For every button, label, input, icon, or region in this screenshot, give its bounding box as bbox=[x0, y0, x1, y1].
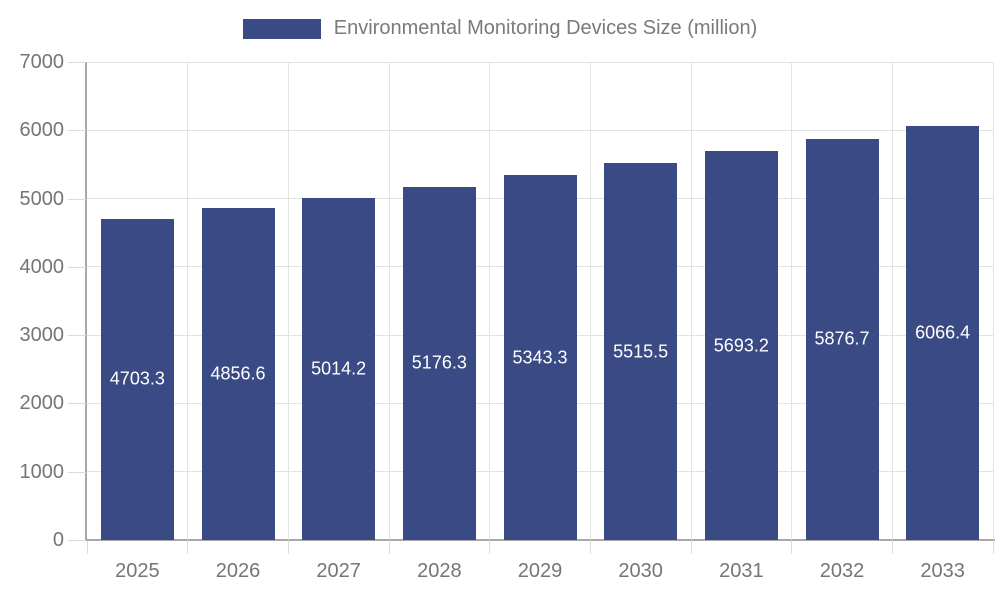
x-axis-label: 2027 bbox=[316, 560, 361, 582]
y-axis-label: 5000 bbox=[19, 187, 65, 210]
legend-label: Environmental Monitoring Devices Size (m… bbox=[333, 17, 758, 39]
plot-area: 4703.3 4856.6 5014.2 5176.3 5343.3 5515.5 5693… bbox=[87, 61, 994, 540]
y-tick bbox=[68, 62, 86, 63]
legend[interactable]: Environmental Monitoring Devices Size (m… bbox=[0, 17, 1000, 40]
x-tick bbox=[992, 541, 994, 554]
bar[interactable]: 5515.5 bbox=[604, 163, 678, 540]
bar-value-label: 5876.7 bbox=[814, 328, 870, 349]
y-tick bbox=[68, 266, 86, 268]
x-tick bbox=[86, 541, 88, 554]
bar-value-label: 6066.4 bbox=[915, 322, 971, 343]
bar[interactable]: 5693.2 bbox=[704, 151, 778, 540]
bar-value-label: 4703.3 bbox=[109, 368, 165, 389]
y-tick bbox=[68, 471, 86, 473]
bar[interactable]: 5176.3 bbox=[402, 186, 476, 540]
y-axis-label: 7000 bbox=[19, 51, 65, 73]
y-tick bbox=[68, 130, 86, 132]
y-axis-label: 4000 bbox=[19, 255, 65, 278]
bar[interactable]: 4856.6 bbox=[201, 208, 275, 540]
bar[interactable]: 6066.4 bbox=[906, 125, 980, 540]
v-gridline bbox=[992, 62, 994, 540]
bar-value-label: 5343.3 bbox=[512, 347, 568, 368]
x-axis-label: 2029 bbox=[517, 560, 563, 582]
v-gridline bbox=[489, 62, 491, 540]
x-axis-line bbox=[85, 539, 995, 541]
y-axis-label: 3000 bbox=[19, 324, 65, 347]
y-axis-label: 6000 bbox=[19, 119, 65, 142]
y-tick bbox=[68, 540, 86, 541]
bar-value-label: 4856.6 bbox=[210, 363, 266, 384]
x-axis-label: 2031 bbox=[719, 560, 764, 582]
bar-value-label: 5014.2 bbox=[311, 358, 367, 379]
bar[interactable]: 4703.3 bbox=[100, 218, 174, 540]
v-gridline bbox=[690, 62, 692, 540]
x-tick bbox=[891, 541, 893, 554]
v-gridline bbox=[287, 62, 289, 540]
x-axis-label: 2025 bbox=[115, 560, 160, 582]
bar-value-label: 5176.3 bbox=[411, 352, 467, 373]
y-axis-label: 0 bbox=[52, 529, 64, 551]
x-tick bbox=[690, 541, 692, 554]
v-gridline bbox=[589, 62, 591, 540]
y-tick bbox=[68, 403, 86, 405]
h-gridline bbox=[87, 129, 993, 131]
bar-value-label: 5515.5 bbox=[613, 341, 669, 362]
x-axis-label: 2032 bbox=[819, 560, 865, 582]
x-tick bbox=[489, 541, 491, 554]
v-gridline bbox=[388, 62, 390, 540]
y-tick bbox=[68, 198, 86, 200]
bar-value-label: 5693.2 bbox=[713, 335, 769, 356]
x-tick bbox=[388, 541, 390, 554]
bar[interactable]: 5876.7 bbox=[805, 138, 879, 540]
v-gridline bbox=[187, 62, 189, 540]
x-axis-label: 2028 bbox=[417, 560, 462, 582]
y-axis-label: 2000 bbox=[19, 392, 65, 415]
x-tick bbox=[187, 541, 189, 554]
v-gridline bbox=[891, 62, 893, 540]
y-axis-label: 1000 bbox=[19, 460, 65, 483]
bar[interactable]: 5014.2 bbox=[302, 197, 376, 540]
x-axis-label: 2033 bbox=[920, 560, 965, 582]
x-tick bbox=[589, 541, 591, 554]
y-tick bbox=[68, 335, 86, 337]
y-axis-line bbox=[85, 62, 87, 541]
x-axis-label: 2026 bbox=[215, 560, 261, 582]
x-tick bbox=[791, 541, 793, 554]
h-gridline bbox=[87, 61, 993, 63]
v-gridline bbox=[791, 62, 793, 540]
bar[interactable]: 5343.3 bbox=[503, 175, 577, 540]
x-tick bbox=[287, 541, 289, 554]
x-axis-label: 2030 bbox=[618, 560, 663, 582]
legend-swatch bbox=[242, 18, 321, 39]
